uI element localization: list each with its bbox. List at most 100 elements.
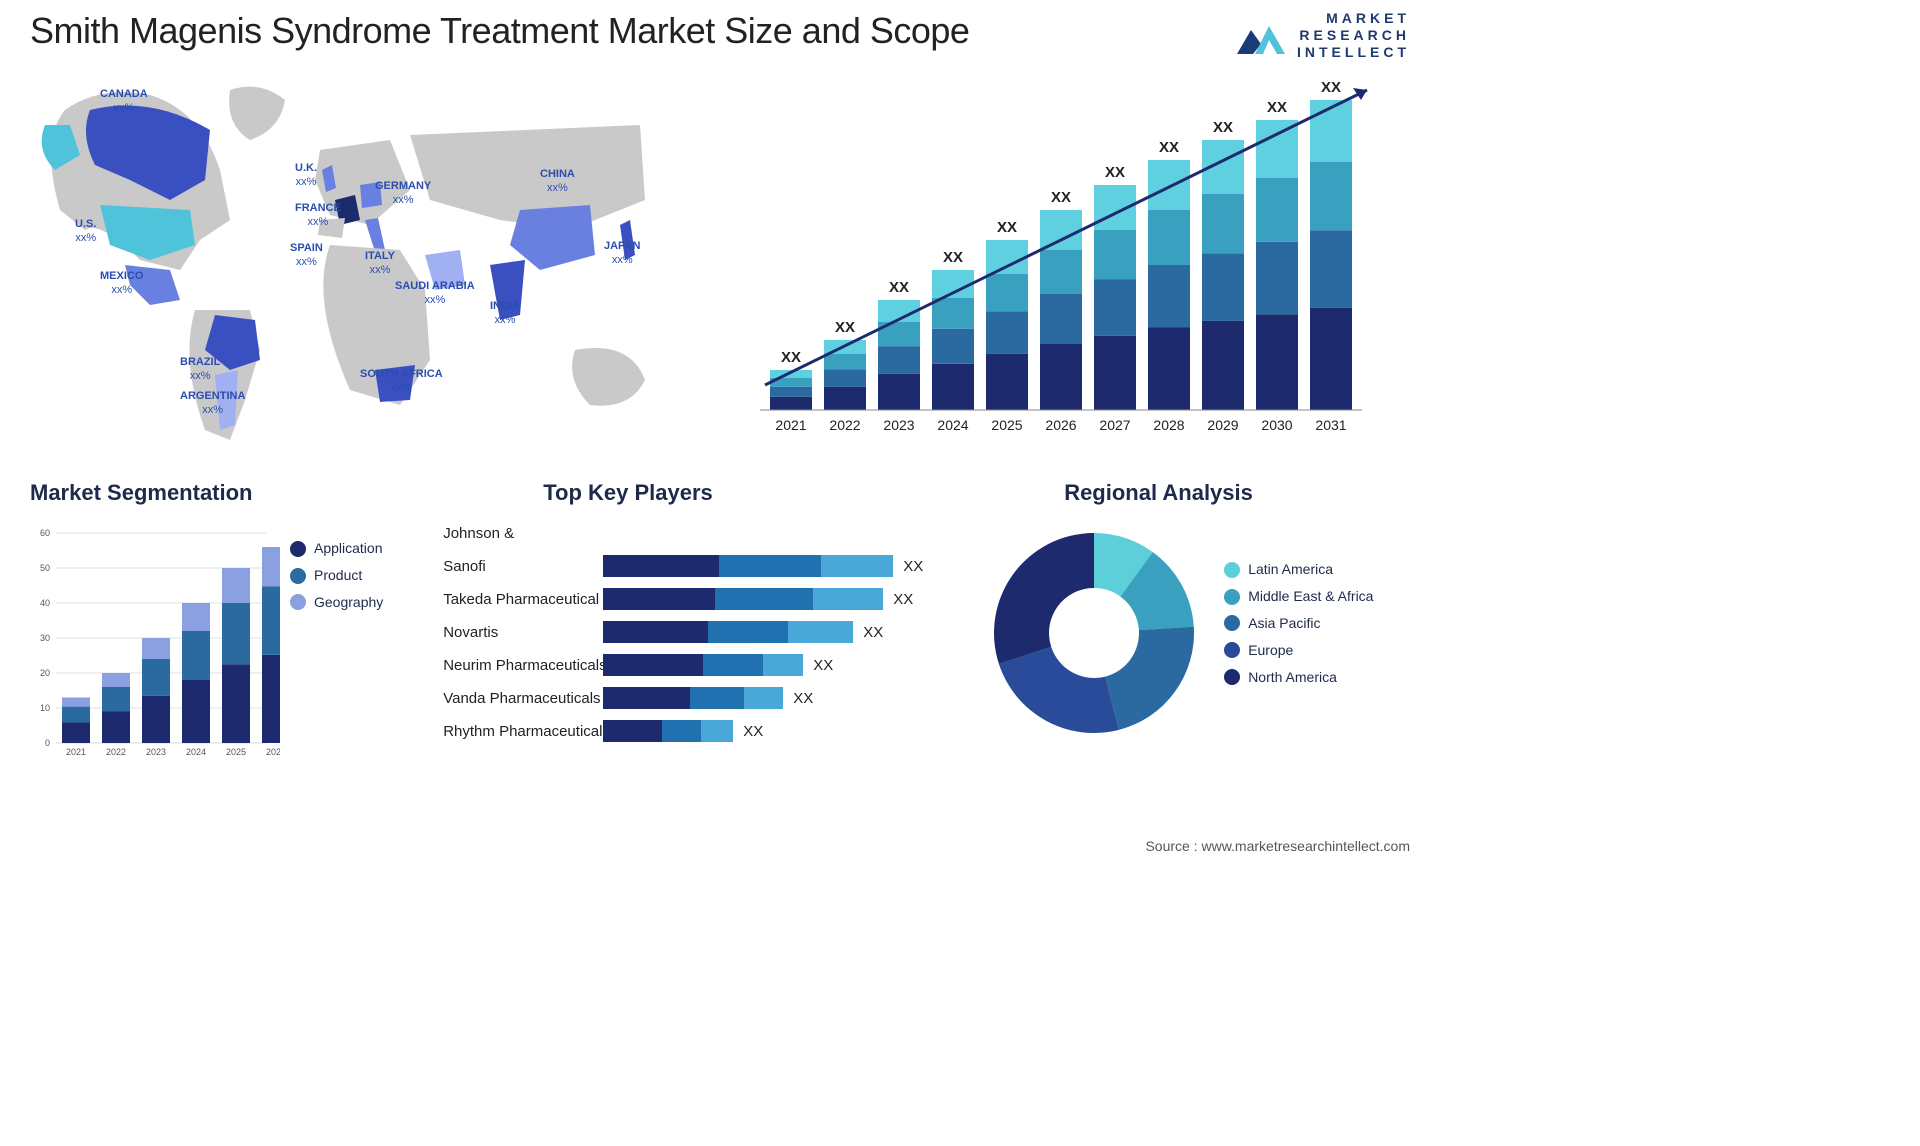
player-name: Rhythm Pharmaceuticals — [443, 723, 603, 740]
svg-text:2029: 2029 — [1207, 417, 1238, 433]
world-map-panel: CANADAxx% U.S.xx% MEXICOxx% BRAZILxx% ARGENT… — [30, 70, 700, 450]
region-legend-item: North America — [1224, 669, 1373, 686]
source-text: Source : www.marketresearchintellect.com — [1145, 838, 1410, 854]
map-label-india: INDIAxx% — [490, 300, 520, 326]
player-bar — [603, 555, 893, 577]
growth-chart: XX2021XX2022XX2023XX2024XX2025XX2026XX20… — [740, 70, 1400, 450]
player-bar — [603, 588, 883, 610]
region-legend-item: Asia Pacific — [1224, 615, 1373, 632]
player-name: Vanda Pharmaceuticals — [443, 690, 603, 707]
player-value: XX — [743, 723, 763, 740]
player-value: XX — [863, 624, 883, 641]
logo: MARKET RESEARCH INTELLECT — [1233, 10, 1410, 60]
player-name: Takeda Pharmaceutical — [443, 591, 603, 608]
player-name: Neurim Pharmaceuticals — [443, 657, 603, 674]
svg-text:XX: XX — [1321, 79, 1341, 96]
header: Smith Magenis Syndrome Treatment Market … — [30, 10, 1410, 60]
logo-icon — [1233, 10, 1289, 60]
segmentation-legend: ApplicationProductGeography — [290, 540, 383, 620]
map-label-argentina: ARGENTINAxx% — [180, 390, 245, 416]
svg-text:40: 40 — [40, 598, 50, 608]
map-label-brazil: BRAZILxx% — [180, 356, 220, 382]
map-label-canada: CANADAxx% — [100, 88, 148, 114]
map-label-mexico: MEXICOxx% — [100, 270, 143, 296]
players-list: Johnson & Sanofi XX Takeda Pharmaceutical XX… — [443, 518, 954, 746]
logo-text: MARKET RESEARCH INTELLECT — [1297, 10, 1410, 60]
svg-text:2023: 2023 — [883, 417, 914, 433]
svg-text:2027: 2027 — [1099, 417, 1130, 433]
player-bar — [603, 720, 733, 742]
player-row: Sanofi XX — [443, 551, 954, 581]
player-row: Johnson & — [443, 518, 954, 548]
svg-text:2026: 2026 — [266, 747, 280, 757]
svg-text:2023: 2023 — [146, 747, 166, 757]
svg-text:2022: 2022 — [106, 747, 126, 757]
svg-text:60: 60 — [40, 528, 50, 538]
svg-text:2030: 2030 — [1261, 417, 1292, 433]
seg-legend-item: Application — [290, 540, 383, 557]
segmentation-title: Market Segmentation — [30, 480, 413, 506]
player-name: Novartis — [443, 624, 603, 641]
svg-text:XX: XX — [835, 319, 855, 336]
map-label-china: CHINAxx% — [540, 168, 575, 194]
region-legend-item: Europe — [1224, 642, 1373, 659]
svg-text:XX: XX — [997, 219, 1017, 236]
lower-row: Market Segmentation 01020304050602021202… — [30, 480, 1410, 780]
svg-text:XX: XX — [943, 249, 963, 266]
svg-text:30: 30 — [40, 633, 50, 643]
segmentation-panel: Market Segmentation 01020304050602021202… — [30, 480, 413, 780]
player-name: Johnson & — [443, 525, 603, 542]
map-label-spain: SPAINxx% — [290, 242, 323, 268]
upper-row: CANADAxx% U.S.xx% MEXICOxx% BRAZILxx% ARGENT… — [30, 70, 1410, 450]
page-title: Smith Magenis Syndrome Treatment Market … — [30, 10, 969, 52]
svg-text:2024: 2024 — [186, 747, 206, 757]
player-row: Novartis XX — [443, 617, 954, 647]
regional-title: Regional Analysis — [1064, 480, 1410, 506]
map-label-south-africa: SOUTH AFRICAxx% — [360, 368, 443, 394]
svg-text:2026: 2026 — [1045, 417, 1076, 433]
svg-text:2021: 2021 — [775, 417, 806, 433]
player-bar — [603, 621, 853, 643]
player-bar — [603, 654, 803, 676]
growth-chart-panel: XX2021XX2022XX2023XX2024XX2025XX2026XX20… — [740, 70, 1410, 450]
player-row: Takeda Pharmaceutical XX — [443, 584, 954, 614]
regional-legend: Latin America Middle East & Africa Asia Pa… — [1224, 561, 1373, 695]
svg-text:2021: 2021 — [66, 747, 86, 757]
player-value: XX — [903, 558, 923, 575]
svg-text:XX: XX — [889, 279, 909, 296]
svg-text:20: 20 — [40, 668, 50, 678]
player-bar — [603, 687, 783, 709]
player-row: Rhythm Pharmaceuticals XX — [443, 716, 954, 746]
map-label-germany: GERMANYxx% — [375, 180, 431, 206]
map-label-italy: ITALYxx% — [365, 250, 395, 276]
map-label-u-k-: U.K.xx% — [295, 162, 317, 188]
svg-text:XX: XX — [1213, 119, 1233, 136]
svg-text:XX: XX — [1105, 164, 1125, 181]
svg-text:2028: 2028 — [1153, 417, 1184, 433]
map-label-saudi-arabia: SAUDI ARABIAxx% — [395, 280, 475, 306]
segmentation-chart: 0102030405060202120222023202420252026 — [30, 518, 280, 768]
svg-text:XX: XX — [1267, 99, 1287, 116]
svg-text:2025: 2025 — [991, 417, 1022, 433]
svg-text:2031: 2031 — [1315, 417, 1346, 433]
svg-text:50: 50 — [40, 563, 50, 573]
seg-legend-item: Product — [290, 567, 383, 584]
regional-panel: Regional Analysis Latin America Middle Ea… — [984, 480, 1410, 780]
map-label-japan: JAPANxx% — [604, 240, 640, 266]
svg-text:10: 10 — [40, 703, 50, 713]
svg-text:XX: XX — [1159, 139, 1179, 156]
map-label-france: FRANCExx% — [295, 202, 341, 228]
svg-text:XX: XX — [781, 349, 801, 366]
player-value: XX — [893, 591, 913, 608]
region-legend-item: Middle East & Africa — [1224, 588, 1373, 605]
players-title: Top Key Players — [543, 480, 954, 506]
player-row: Neurim PharmaceuticalsXX — [443, 650, 954, 680]
players-panel: Top Key Players Johnson &SanofiXXTakeda … — [443, 480, 954, 780]
player-name: Sanofi — [443, 558, 603, 575]
player-row: Vanda PharmaceuticalsXX — [443, 683, 954, 713]
regional-donut — [984, 518, 1204, 738]
map-label-u-s-: U.S.xx% — [75, 218, 96, 244]
svg-text:2024: 2024 — [937, 417, 968, 433]
region-legend-item: Latin America — [1224, 561, 1373, 578]
world-map — [30, 70, 670, 450]
